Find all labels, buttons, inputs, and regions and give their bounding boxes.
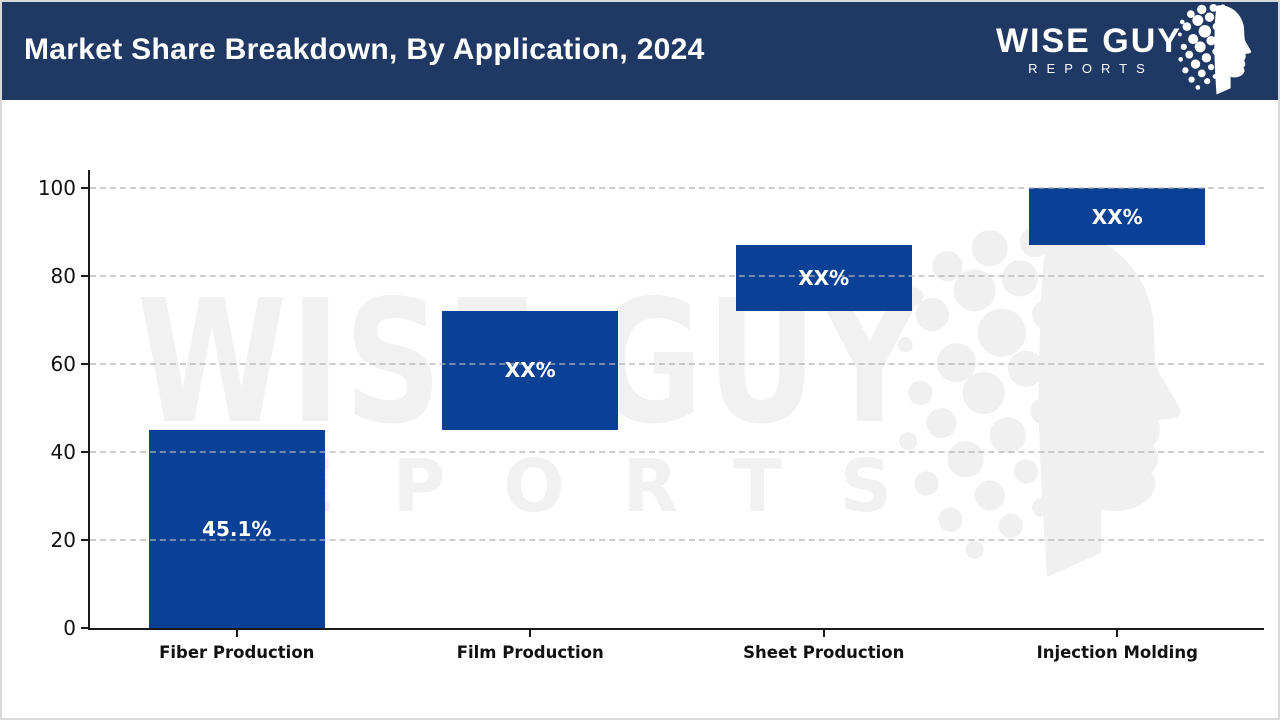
logo-subtext: REPORTS <box>1028 61 1154 76</box>
bar-value-label: 45.1% <box>202 516 272 541</box>
y-tick-mark <box>81 539 90 541</box>
y-tick-mark <box>81 187 90 189</box>
y-tick-mark <box>81 627 90 629</box>
y-tick-label: 0 <box>63 616 76 640</box>
x-category-label: Injection Molding <box>1036 643 1198 662</box>
bar-fiber-production <box>148 429 325 628</box>
bar-injection-molding <box>1029 188 1206 246</box>
gridline <box>90 363 1264 365</box>
bar-value-label: XX% <box>798 266 850 291</box>
x-tick-mark <box>822 629 825 637</box>
y-tick-label: 60 <box>50 352 76 376</box>
brand-logo: WISE GUY REPORTS <box>996 3 1254 97</box>
logo-wordmark-block: WISE GUY REPORTS <box>996 24 1182 76</box>
gridline <box>90 187 1264 189</box>
x-tick-mark <box>1116 629 1119 637</box>
logo-wordmark: WISE GUY <box>995 22 1182 60</box>
x-category-label: Film Production <box>456 643 604 662</box>
page-title: Market Share Breakdown, By Application, … <box>24 33 705 66</box>
gridline <box>90 539 1264 541</box>
y-axis-spine <box>88 170 90 630</box>
header: Market Share Breakdown, By Application, … <box>2 2 1278 100</box>
y-tick-mark <box>81 451 90 453</box>
x-tick-mark <box>529 629 532 637</box>
y-tick-label: 20 <box>50 528 76 552</box>
x-axis-spine <box>88 628 1264 630</box>
gridline <box>90 451 1264 453</box>
y-tick-mark <box>81 363 90 365</box>
watermark-head-icon <box>897 227 1181 577</box>
x-category-label: Fiber Production <box>159 643 315 662</box>
bar-value-label: XX% <box>504 358 556 383</box>
bar-value-label: XX% <box>1091 204 1143 229</box>
bar-film-production <box>442 311 619 430</box>
y-tick-label: 100 <box>37 176 76 200</box>
gridline <box>90 275 1264 277</box>
y-tick-mark <box>81 275 90 277</box>
bar-sheet-production <box>735 245 912 312</box>
y-tick-label: 40 <box>50 440 76 464</box>
y-tick-label: 80 <box>50 264 76 288</box>
x-category-label: Sheet Production <box>743 643 905 662</box>
x-tick-mark <box>235 629 238 637</box>
wise-guy-head-icon <box>1177 3 1252 95</box>
